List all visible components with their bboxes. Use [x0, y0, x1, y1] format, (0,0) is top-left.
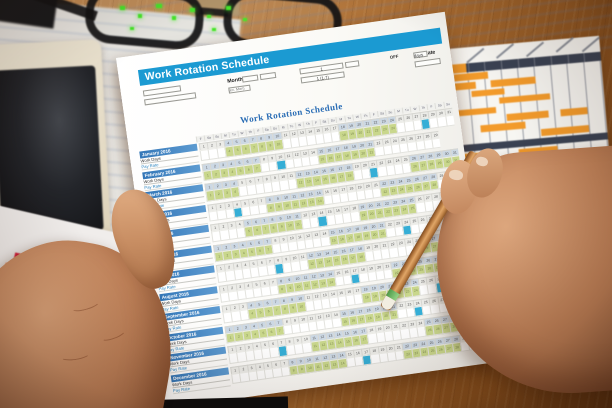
- green-highlight-dot: [212, 28, 216, 31]
- gantt-bar: [560, 107, 588, 117]
- shift-cell: [444, 114, 455, 127]
- green-highlight-dot: [172, 16, 176, 20]
- pattern-off-field: [344, 60, 360, 69]
- gantt-bar: [456, 106, 496, 117]
- month-blocks: January 2016 Work Days Pay Rate 1 2 3 4 5 6 7 8 9 10…: [139, 107, 486, 394]
- gantt-column-label: [555, 36, 574, 53]
- green-highlight-dot: [207, 15, 211, 18]
- starting-field: [414, 57, 441, 67]
- gantt-column-label: [525, 41, 544, 57]
- form-month-group: Month Start Day (ex. Mon): [227, 70, 295, 115]
- gantt-bar: [471, 88, 505, 98]
- green-highlight-dot: [130, 27, 134, 30]
- gantt-bar: [506, 110, 549, 121]
- green-highlight-dot: [138, 14, 142, 18]
- green-highlight-dot: [156, 4, 162, 8]
- gantt-bar: [489, 76, 536, 87]
- schedule-table: F Sa Su M Tu W Th F Sa Su M Tu W Th F Sa Su M Tu W Th F Sa Su M T…: [138, 100, 486, 396]
- glasses-left-lens: [83, 0, 206, 52]
- shift-cell: [431, 137, 442, 149]
- gantt-bar: [454, 81, 476, 91]
- month-field: [241, 74, 259, 83]
- gantt-column-label: [581, 36, 600, 52]
- green-highlight-dot: [120, 6, 125, 10]
- gantt-bar: [480, 121, 526, 133]
- green-highlight-dot: [226, 6, 231, 10]
- year-field: [259, 71, 277, 81]
- green-highlight-dot: [243, 18, 247, 21]
- glasses-bridge: [199, 7, 229, 17]
- gantt-column-label: [495, 43, 514, 59]
- gantt-bar: [498, 92, 551, 104]
- green-highlight-dot: [190, 8, 195, 12]
